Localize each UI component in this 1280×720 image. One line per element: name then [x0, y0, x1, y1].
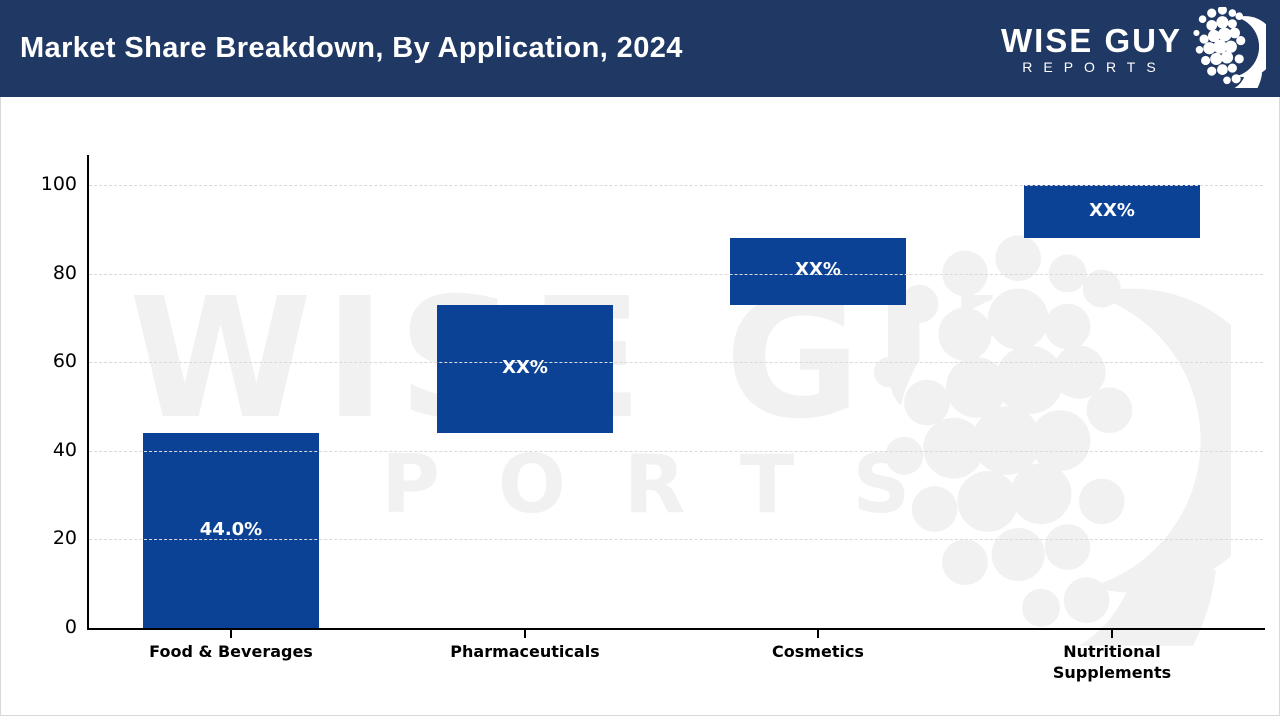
y-tick-label: 60	[52, 350, 77, 373]
bar-value-label: 44.0%	[199, 518, 263, 540]
logo-subtitle: REPORTS	[1022, 58, 1167, 75]
gridline	[89, 450, 1263, 452]
dot-head-icon	[1193, 6, 1266, 88]
page-title: Market Share Breakdown, By Application, …	[20, 32, 683, 64]
y-tick-label: 0	[64, 616, 77, 638]
watermark-head-icon	[873, 235, 1231, 646]
gridline	[89, 185, 1263, 186]
x-tick-mark	[230, 630, 232, 638]
category-label: Food & Beverages	[149, 642, 313, 661]
bar-value-label: XX%	[795, 259, 841, 281]
gridline	[89, 362, 1263, 364]
y-tick-label: 100	[40, 173, 77, 195]
bar-value-label: XX%	[502, 356, 548, 378]
x-axis	[87, 628, 1265, 630]
x-tick-mark	[1111, 630, 1113, 638]
category-label: Nutritional Supplements	[1052, 642, 1172, 682]
category-label: Cosmetics	[772, 642, 864, 661]
y-tick-label: 20	[52, 527, 77, 550]
y-axis	[87, 155, 89, 630]
bar-segment	[143, 433, 319, 628]
bar-segment	[1024, 185, 1200, 239]
chart-area: WISE GUY REPORTS 0 20 40 60 80 100 44.0% Food &…	[0, 97, 1280, 716]
y-tick-label: 40	[52, 438, 77, 461]
x-tick-mark	[817, 630, 819, 638]
category-label: Pharmaceuticals	[450, 642, 600, 661]
x-tick-mark	[524, 630, 526, 638]
bar-segment	[437, 304, 613, 434]
gridline	[89, 539, 1263, 541]
logo-text: WISE GUY REPORTS	[1001, 24, 1182, 74]
bar-value-label: XX%	[1089, 199, 1135, 221]
bar-segment	[730, 238, 906, 305]
wise-guy-logo: WISE GUY REPORTS	[1001, 6, 1280, 91]
y-tick-label: 80	[52, 261, 77, 284]
logo-wordmark: WISE GUY	[1000, 21, 1182, 59]
header-bar: Market Share Breakdown, By Application, …	[0, 0, 1280, 97]
gridline	[89, 273, 1263, 275]
